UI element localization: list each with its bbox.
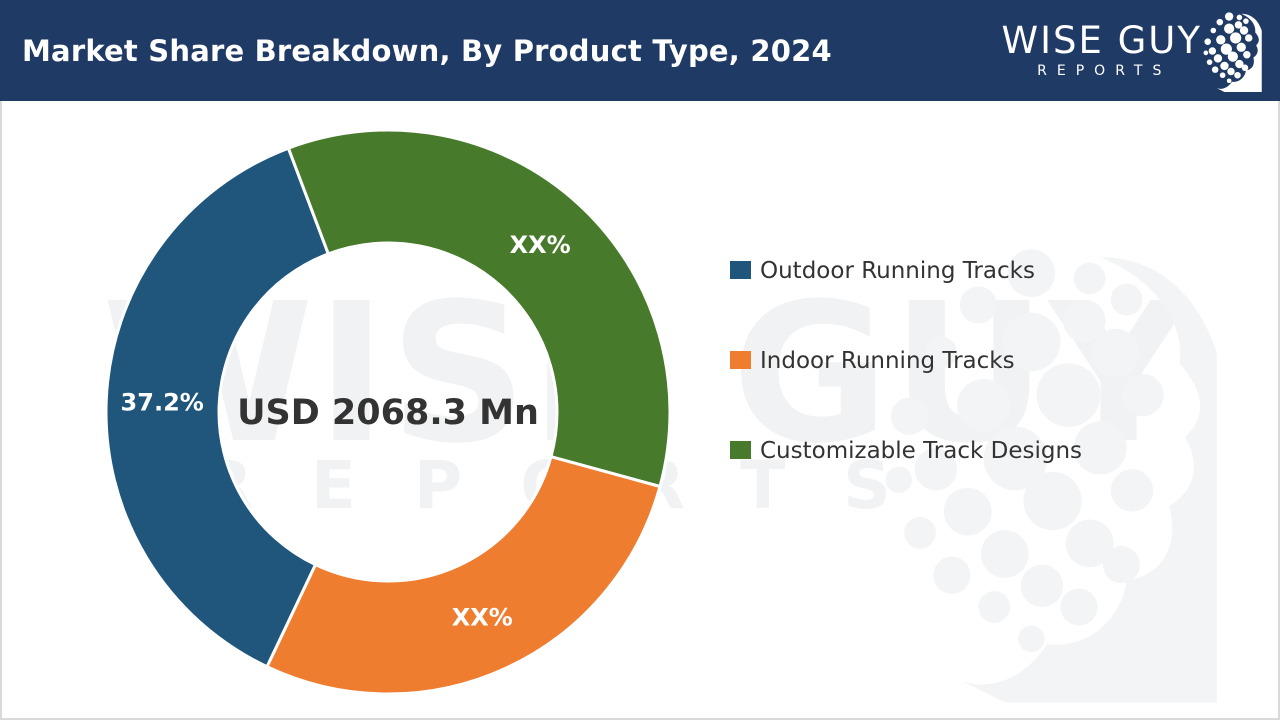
donut-segment-customizable-track-designs: [286, 128, 672, 489]
legend-swatch-blue: [730, 261, 751, 279]
legend-label: Customizable Track Designs: [760, 438, 1083, 464]
slice-percentage-label: XX%: [510, 231, 571, 259]
brand-logo-text: WISE GUY REPORTS: [1001, 19, 1202, 79]
legend-item-outdoor: Outdoor Running Tracks: [730, 257, 1082, 285]
brand-name: WISE GUY: [1001, 19, 1202, 63]
legend-label: Outdoor Running Tracks: [760, 258, 1035, 284]
slice-percentage-label: XX%: [452, 603, 513, 631]
brand-logo: WISE GUY REPORTS: [1002, 10, 1262, 92]
brand-subname: REPORTS: [1037, 62, 1172, 79]
legend-swatch-green: [730, 441, 751, 459]
donut-chart: 37.2% XX% XX% USD 2068.3 Mn: [104, 128, 672, 696]
legend-item-customizable: Customizable Track Designs: [730, 437, 1082, 465]
center-value-label: USD 2068.3 Mn: [237, 393, 539, 433]
header: Market Share Breakdown, By Product Type,…: [0, 0, 1280, 101]
donut-segment-outdoor-running-tracks: [104, 146, 330, 669]
donut-segment-indoor-running-tracks: [265, 455, 662, 696]
donut-segments: 37.2% XX% XX%: [104, 128, 672, 696]
legend-item-indoor: Indoor Running Tracks: [730, 347, 1082, 375]
legend-swatch-orange: [730, 351, 751, 369]
legend-label: Indoor Running Tracks: [760, 348, 1015, 374]
slice-percentage-label: 37.2%: [121, 389, 204, 417]
page-title: Market Share Breakdown, By Product Type,…: [22, 33, 832, 68]
face-profile-icon: [1203, 11, 1262, 92]
legend: Outdoor Running Tracks Indoor Running Tr…: [730, 257, 1082, 527]
chart-area: WISE GUY REPORTS 37.2%XX%XX% USD 2068.3 …: [0, 101, 1280, 720]
